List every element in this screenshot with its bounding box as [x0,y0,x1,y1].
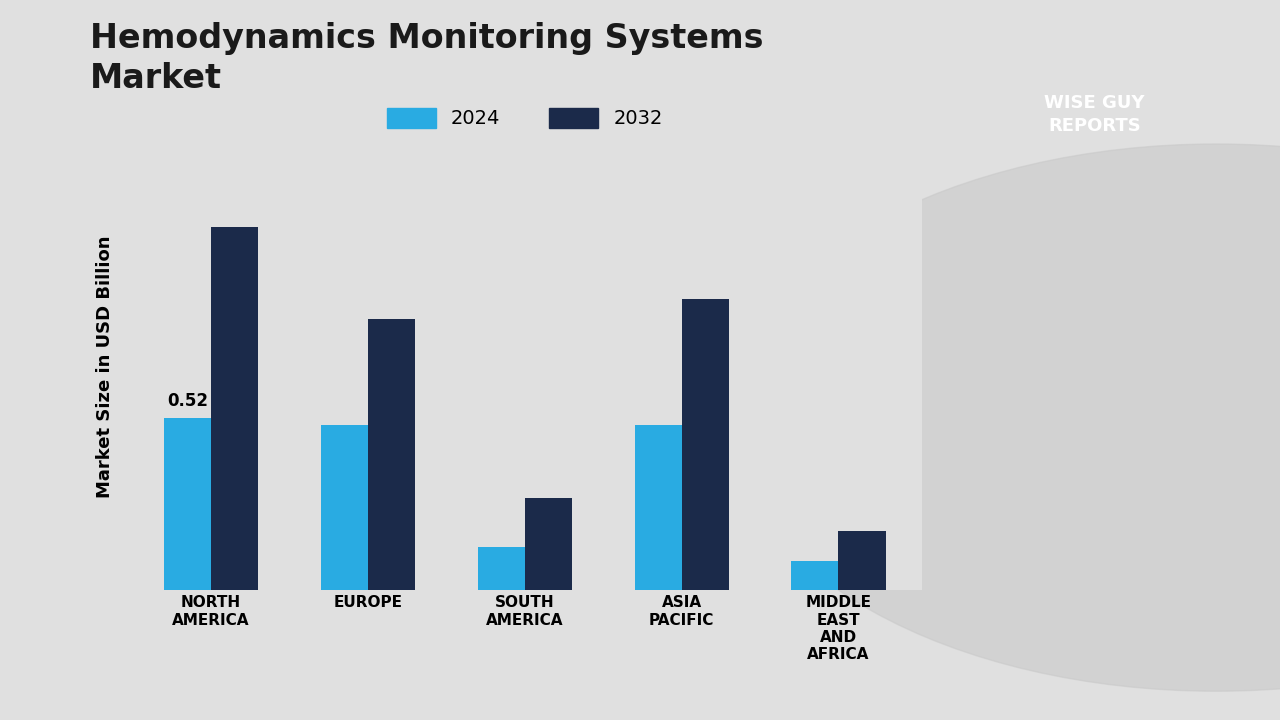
Bar [635,425,682,590]
Bar [211,227,259,590]
Bar [367,319,415,590]
Bar [838,531,886,590]
Bar [321,425,367,590]
Text: WISE GUY
REPORTS: WISE GUY REPORTS [570,304,864,416]
Bar [164,418,211,590]
Legend: 2024, 2032: 2024, 2032 [379,100,671,136]
Bar [682,300,728,590]
Y-axis label: Market Size in USD Billion: Market Size in USD Billion [96,236,114,498]
Text: Hemodynamics Monitoring Systems
Market: Hemodynamics Monitoring Systems Market [90,22,763,96]
Text: WISE GUY
REPORTS: WISE GUY REPORTS [1044,94,1144,135]
Text: 0.52: 0.52 [168,392,209,410]
Bar [791,561,838,590]
Bar [525,498,572,590]
Circle shape [730,144,1280,691]
Bar [477,547,525,590]
